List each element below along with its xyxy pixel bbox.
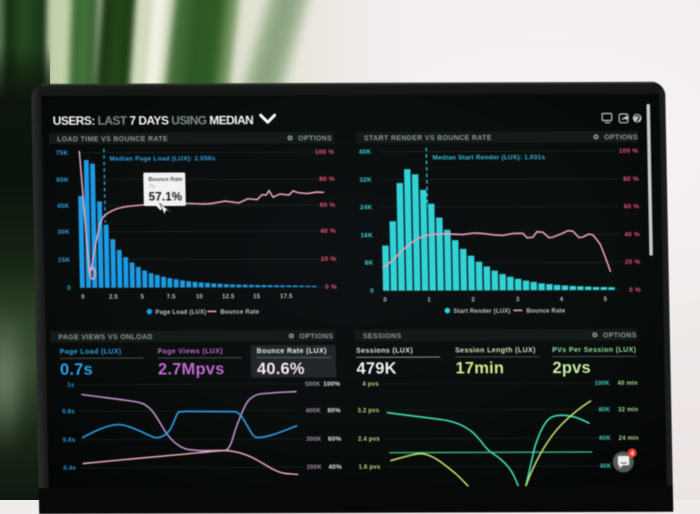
svg-text:60K: 60K [599, 436, 611, 442]
svg-text:24K: 24K [360, 204, 373, 211]
svg-text:2.7Mpvs: 2.7Mpvs [158, 360, 225, 378]
svg-text:PVs Per Session (LUX): PVs Per Session (LUX) [552, 347, 636, 354]
svg-text:OPTIONS: OPTIONS [604, 134, 638, 141]
svg-text:3.2 pvs: 3.2 pvs [357, 408, 379, 414]
svg-text:Session Length (LUX): Session Length (LUX) [455, 347, 536, 354]
svg-text:Page Load (LUX): Page Load (LUX) [155, 310, 206, 316]
svg-text:32K: 32K [359, 177, 372, 184]
svg-text:2.4 pvs: 2.4 pvs [358, 437, 380, 443]
svg-text:20 %: 20 % [321, 256, 337, 263]
svg-text:100K: 100K [595, 381, 611, 387]
svg-text:2: 2 [471, 297, 475, 303]
svg-text:80K: 80K [599, 407, 611, 413]
svg-text:0.4s: 0.4s [63, 466, 76, 472]
svg-text:0 %: 0 % [325, 284, 337, 291]
svg-text:16K: 16K [360, 232, 373, 239]
svg-text:0.8s: 0.8s [62, 409, 75, 415]
svg-text:1: 1 [427, 298, 431, 304]
svg-text:80%: 80% [327, 407, 341, 414]
svg-text:Bounce Rate: Bounce Rate [220, 310, 259, 316]
svg-text:Page Load (LUX): Page Load (LUX) [60, 349, 122, 356]
svg-text:USERS: LAST 7 DAYS USING MEDIA: USERS: LAST 7 DAYS USING MEDIAN [53, 113, 254, 128]
svg-text:60%: 60% [328, 436, 342, 443]
svg-text:40K: 40K [359, 149, 372, 156]
svg-text:5: 5 [604, 297, 608, 303]
svg-text:Sessions (LUX): Sessions (LUX) [356, 348, 413, 355]
svg-text:0.6s: 0.6s [63, 438, 76, 444]
svg-text:8K: 8K [365, 260, 374, 267]
svg-text:7s: 7s [149, 184, 155, 190]
svg-text:80 %: 80 % [319, 176, 335, 183]
svg-text:0.7s: 0.7s [60, 361, 93, 379]
svg-text:0: 0 [67, 285, 71, 292]
svg-text:0: 0 [370, 288, 374, 295]
svg-text:40.6%: 40.6% [257, 360, 305, 378]
svg-text:12.5: 12.5 [222, 294, 235, 300]
svg-text:40 min: 40 min [618, 381, 638, 387]
svg-text:OPTIONS: OPTIONS [603, 332, 637, 339]
svg-text:80 %: 80 % [623, 176, 639, 183]
svg-text:0: 0 [81, 295, 85, 301]
svg-text:LOAD TIME VS BOUNCE RATE: LOAD TIME VS BOUNCE RATE [57, 136, 168, 143]
svg-text:300K: 300K [306, 437, 322, 443]
svg-text:4 pvs: 4 pvs [362, 382, 379, 388]
svg-text:60K: 60K [56, 177, 69, 184]
svg-text:200K: 200K [307, 465, 323, 471]
svg-text:100 %: 100 % [315, 149, 335, 156]
svg-text:Bounce Rate: Bounce Rate [526, 309, 565, 315]
svg-text:20 %: 20 % [625, 259, 641, 266]
svg-text:START RENDER VS BOUNCE RATE: START RENDER VS BOUNCE RATE [364, 135, 492, 142]
svg-text:100%: 100% [323, 381, 340, 388]
svg-text:15K: 15K [58, 257, 71, 264]
svg-text:17.5: 17.5 [280, 294, 293, 300]
svg-text:40%: 40% [328, 464, 342, 471]
svg-text:40 %: 40 % [320, 228, 336, 235]
svg-text:100 %: 100 % [619, 148, 639, 155]
svg-text:75K: 75K [56, 150, 69, 157]
svg-text:24 min: 24 min [619, 436, 639, 442]
svg-text:400K: 400K [306, 408, 322, 414]
svg-text:3: 3 [516, 297, 520, 303]
svg-text:17min: 17min [455, 359, 504, 377]
svg-text:40K: 40K [600, 464, 612, 470]
svg-text:OPTIONS: OPTIONS [299, 334, 333, 341]
svg-text:Median Page Load (LUX): 2.056s: Median Page Load (LUX): 2.056s [109, 155, 215, 162]
svg-text:2pvs: 2pvs [552, 359, 591, 377]
svg-text:7.5: 7.5 [167, 294, 177, 300]
svg-text:60 %: 60 % [320, 202, 336, 209]
svg-text:1.6 pvs: 1.6 pvs [359, 465, 381, 471]
svg-text:1s: 1s [67, 383, 75, 389]
svg-text:10: 10 [196, 294, 204, 300]
svg-text:479K: 479K [356, 360, 397, 378]
svg-text:SESSIONS: SESSIONS [363, 333, 402, 340]
svg-text:PAGE VIEWS VS ONLOAD: PAGE VIEWS VS ONLOAD [58, 334, 153, 341]
svg-text:2.5: 2.5 [109, 295, 119, 301]
svg-text:500K: 500K [305, 382, 321, 388]
svg-text:60 %: 60 % [624, 203, 640, 210]
svg-text:0: 0 [383, 298, 387, 304]
svg-text:4: 4 [560, 297, 564, 303]
svg-text:OPTIONS: OPTIONS [298, 136, 332, 143]
svg-text:Bounce Rate (LUX): Bounce Rate (LUX) [257, 348, 327, 355]
svg-text:40 %: 40 % [624, 231, 640, 238]
svg-text:Median Start Render (LUX): 1.0: Median Start Render (LUX): 1.031s [432, 154, 545, 161]
svg-text:32 min: 32 min [618, 407, 638, 413]
svg-text:45K: 45K [57, 203, 70, 210]
svg-text:57.1%: 57.1% [149, 191, 183, 203]
svg-text:5: 5 [141, 295, 145, 301]
svg-text:0 %: 0 % [629, 287, 641, 294]
svg-text:Page Views (LUX): Page Views (LUX) [158, 348, 224, 355]
svg-text:Start Render (LUX): Start Render (LUX) [453, 309, 510, 315]
svg-text:Bounce Rate: Bounce Rate [148, 177, 182, 183]
svg-text:15: 15 [253, 294, 261, 300]
svg-text:30K: 30K [57, 229, 70, 236]
